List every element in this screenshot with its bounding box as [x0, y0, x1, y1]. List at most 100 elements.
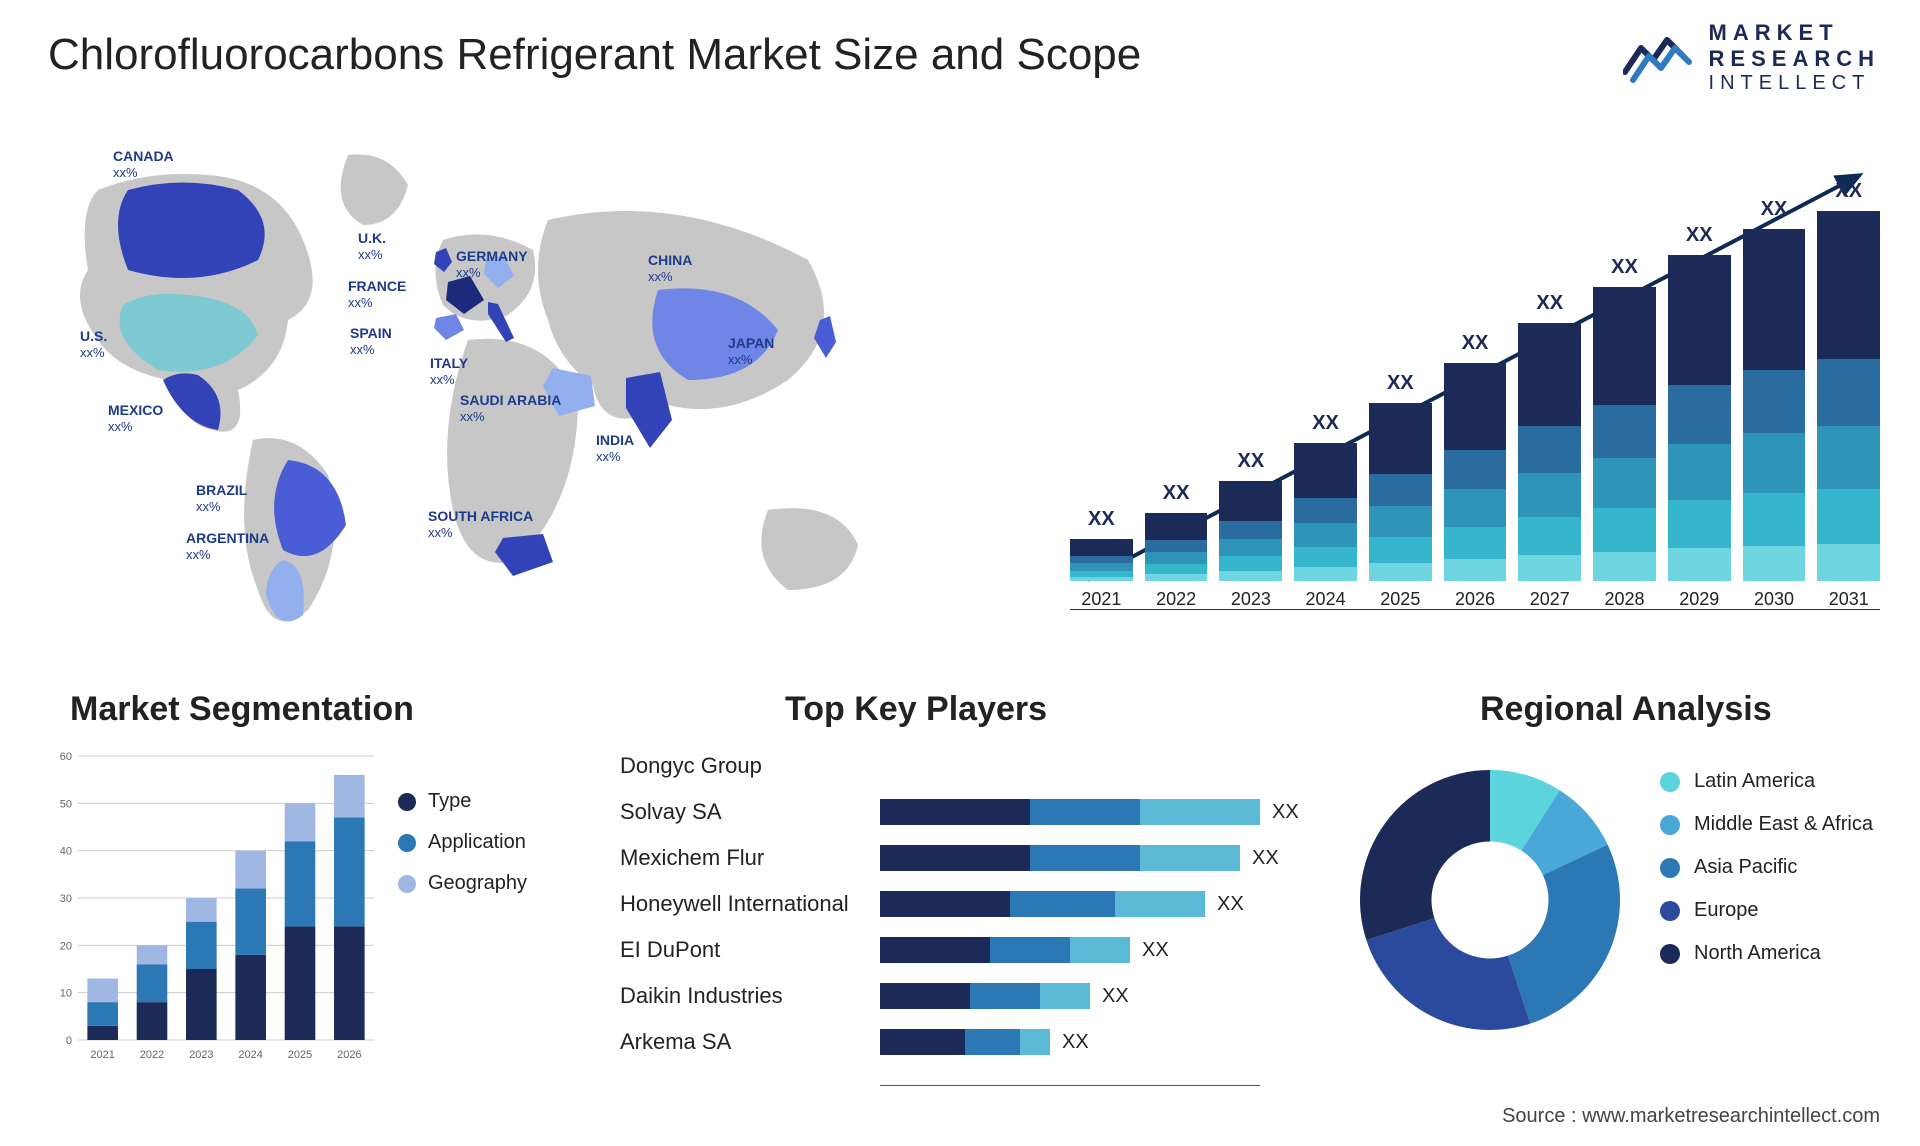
key-player-value: XX — [1217, 893, 1244, 916]
regional-title: Regional Analysis — [1480, 690, 1772, 729]
trend-bar-segment — [1518, 323, 1581, 426]
trend-bar-value: XX — [1237, 450, 1264, 473]
regional-legend-item: Middle East & Africa — [1660, 813, 1873, 836]
svg-text:0: 0 — [66, 1035, 72, 1047]
svg-text:2023: 2023 — [189, 1049, 213, 1061]
trend-bar-stack — [1219, 481, 1282, 581]
map-label: SAUDI ARABIAxx% — [460, 392, 561, 424]
key-players-title: Top Key Players — [785, 690, 1047, 729]
map-label: ARGENTINAxx% — [186, 530, 269, 562]
trend-bar: XX 2025 — [1369, 372, 1432, 610]
trend-bar-stack — [1743, 229, 1806, 581]
trend-bar-segment — [1593, 287, 1656, 405]
key-player-bar-segment — [880, 891, 1010, 917]
trend-bar-value: XX — [1462, 332, 1489, 355]
key-player-name: Mexichem Flur — [620, 845, 880, 871]
brand-logo-text: MARKET RESEARCH INTELLECT — [1709, 20, 1880, 95]
trend-bar: XX2026 — [1444, 332, 1507, 610]
trend-bar-segment — [1743, 433, 1806, 493]
legend-swatch — [1660, 858, 1680, 878]
key-player-bar-segment — [880, 937, 990, 963]
legend-label: Geography — [428, 872, 527, 895]
legend-label: Middle East & Africa — [1694, 813, 1873, 836]
world-map: CANADAxx%U.S.xx%MEXICOxx%BRAZILxx%ARGENT… — [48, 130, 948, 660]
trend-bar-stack — [1668, 255, 1731, 581]
key-player-bar-segment — [880, 983, 970, 1009]
trend-bar-year: 2027 — [1530, 589, 1570, 610]
trend-bar-segment — [1219, 481, 1282, 521]
regional-legend-item: Asia Pacific — [1660, 856, 1873, 879]
trend-bar-value: XX — [1312, 412, 1339, 435]
key-player-bar-segment — [1040, 983, 1090, 1009]
trend-bar-segment — [1444, 489, 1507, 526]
trend-bar-year: 2028 — [1604, 589, 1644, 610]
key-player-bar-segment — [1010, 891, 1115, 917]
trend-bar-value: XX — [1835, 180, 1862, 203]
trend-bar-segment — [1444, 559, 1507, 581]
page-title: Chlorofluorocarbons Refrigerant Market S… — [48, 30, 1141, 80]
map-label: U.S.xx% — [80, 328, 107, 360]
trend-bar-segment — [1668, 255, 1731, 385]
trend-chart: XX2021XX2022XX2023XX2024XX2025XX2026XX20… — [1070, 150, 1880, 650]
trend-bar-year: 2025 — [1380, 589, 1420, 610]
trend-bar-segment — [1294, 567, 1357, 581]
trend-bar-segment — [1817, 359, 1880, 426]
trend-bar-segment — [1070, 577, 1133, 581]
segmentation-legend-item: Application — [398, 831, 527, 854]
key-player-name: Honeywell International — [620, 891, 880, 917]
legend-swatch — [398, 834, 416, 852]
legend-label: Asia Pacific — [1694, 856, 1797, 879]
trend-bar-value: XX — [1611, 256, 1638, 279]
key-player-row: Solvay SAXX — [620, 792, 1320, 832]
svg-text:2025: 2025 — [288, 1049, 312, 1061]
trend-bar: XX2029 — [1668, 224, 1731, 610]
legend-swatch — [1660, 772, 1680, 792]
trend-bar-segment — [1444, 527, 1507, 560]
trend-bar-segment — [1518, 555, 1581, 581]
trend-bar-year: 2029 — [1679, 589, 1719, 610]
key-player-bar — [880, 845, 1240, 871]
trend-bar-segment — [1518, 517, 1581, 556]
trend-bar-segment — [1145, 540, 1208, 552]
trend-bar: XX 2028 — [1593, 256, 1656, 610]
svg-text:20: 20 — [60, 940, 72, 952]
trend-bar-year: 2024 — [1306, 589, 1346, 610]
trend-bar-year: 2031 — [1829, 589, 1869, 610]
key-player-bar-segment — [1140, 845, 1240, 871]
regional-legend-item: Latin America — [1660, 770, 1873, 793]
regional-donut — [1350, 760, 1630, 1040]
trend-bar-segment — [1145, 552, 1208, 564]
key-player-row: Arkema SAXX — [620, 1022, 1320, 1062]
map-label: SPAINxx% — [350, 325, 392, 357]
key-player-bar-segment — [1030, 845, 1140, 871]
key-player-name: Dongyc Group — [620, 753, 880, 779]
key-player-bar-segment — [990, 937, 1070, 963]
map-label: SOUTH AFRICAxx% — [428, 508, 533, 540]
key-player-bar-segment — [880, 845, 1030, 871]
legend-swatch — [1660, 944, 1680, 964]
key-player-bar-segment — [880, 1029, 965, 1055]
key-player-name: Daikin Industries — [620, 983, 880, 1009]
trend-bar-year: 2023 — [1231, 589, 1271, 610]
regional-legend-item: North America — [1660, 942, 1873, 965]
trend-bar-stack — [1593, 287, 1656, 581]
trend-bar-value: XX — [1387, 372, 1414, 395]
key-player-bar — [880, 983, 1090, 1009]
map-label: CANADAxx% — [113, 148, 174, 180]
trend-bar-segment — [1444, 363, 1507, 450]
brand-line-2: RESEARCH — [1709, 46, 1880, 72]
trend-bar: XX2030 — [1743, 198, 1806, 610]
brand-logo-mark — [1623, 26, 1695, 89]
trend-bar-segment — [1593, 552, 1656, 581]
map-label: CHINAxx% — [648, 252, 692, 284]
trend-bar-segment — [1743, 493, 1806, 546]
map-label: JAPANxx% — [728, 335, 774, 367]
key-player-bar-segment — [970, 983, 1040, 1009]
trend-bar-segment — [1668, 444, 1731, 499]
trend-bar-year: 2021 — [1081, 589, 1121, 610]
map-label: ITALYxx% — [430, 355, 468, 387]
trend-bar-segment — [1145, 574, 1208, 581]
trend-bar-stack — [1444, 363, 1507, 581]
trend-bar-segment — [1219, 521, 1282, 539]
brand-line-3: INTELLECT — [1709, 72, 1880, 95]
